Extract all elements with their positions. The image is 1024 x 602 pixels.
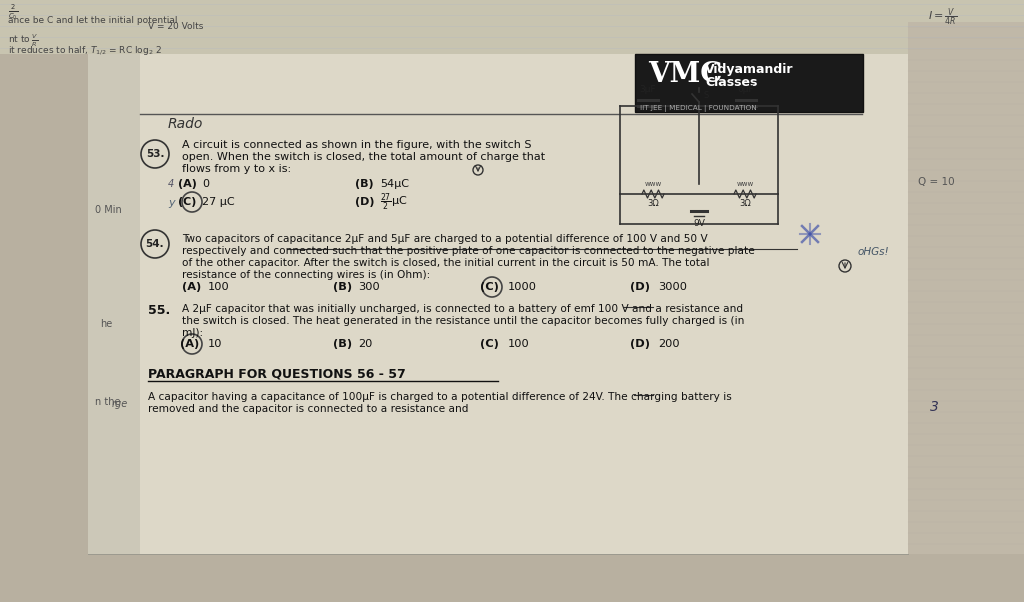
Text: $\frac{27}{2}$μC: $\frac{27}{2}$μC xyxy=(380,191,408,213)
Text: removed and the capacitor is connected to a resistance and: removed and the capacitor is connected t… xyxy=(148,404,469,414)
Text: Two capacitors of capacitance 2μF and 5μF are charged to a potential difference : Two capacitors of capacitance 2μF and 5μ… xyxy=(182,234,708,244)
Text: 100: 100 xyxy=(208,282,229,292)
Text: A circuit is connected as shown in the figure, with the switch S: A circuit is connected as shown in the f… xyxy=(182,140,531,150)
Text: Q = 10: Q = 10 xyxy=(918,177,954,187)
Text: open. When the switch is closed, the total amount of charge that: open. When the switch is closed, the tot… xyxy=(182,152,545,162)
Text: 6μF: 6μF xyxy=(737,85,755,95)
Text: 10: 10 xyxy=(208,339,222,349)
Text: S: S xyxy=(705,92,710,101)
Text: it reduces to half, $T_{1/2}$ = RC log$_2$ 2: it reduces to half, $T_{1/2}$ = RC log$_… xyxy=(8,44,162,57)
Text: IIT JEE | MEDICAL | FOUNDATION: IIT JEE | MEDICAL | FOUNDATION xyxy=(640,105,757,111)
Text: the switch is closed. The heat generated in the resistance until the capacitor b: the switch is closed. The heat generated… xyxy=(182,316,744,326)
Bar xyxy=(908,22,1024,554)
Text: 200: 200 xyxy=(658,339,680,349)
Text: 54μC: 54μC xyxy=(380,179,409,189)
Text: 55.: 55. xyxy=(148,303,170,317)
Bar xyxy=(0,0,1024,54)
Text: www: www xyxy=(736,181,754,187)
Text: Vidyamandir: Vidyamandir xyxy=(705,63,794,75)
Text: (A): (A) xyxy=(178,179,197,189)
Text: he: he xyxy=(100,319,113,329)
Text: mJ):: mJ): xyxy=(182,328,203,338)
Text: 3Ω: 3Ω xyxy=(647,199,658,208)
Text: (B): (B) xyxy=(333,282,352,292)
Text: 1000: 1000 xyxy=(508,282,537,292)
Text: 4: 4 xyxy=(168,179,174,189)
Text: (B): (B) xyxy=(355,179,374,189)
Text: (D): (D) xyxy=(630,282,650,292)
Text: ance be C and let the initial potential: ance be C and let the initial potential xyxy=(8,16,177,25)
Text: 27 μC: 27 μC xyxy=(202,197,234,207)
Text: (A): (A) xyxy=(182,282,202,292)
Text: VMC: VMC xyxy=(648,61,722,88)
Text: 3: 3 xyxy=(930,400,939,414)
Text: PARAGRAPH FOR QUESTIONS 56 - 57: PARAGRAPH FOR QUESTIONS 56 - 57 xyxy=(148,367,406,380)
Text: V = 20 Volts: V = 20 Volts xyxy=(148,22,204,31)
Text: n the: n the xyxy=(95,397,121,407)
Text: nt to $\frac{V}{R}$: nt to $\frac{V}{R}$ xyxy=(8,32,39,49)
Text: 20: 20 xyxy=(358,339,373,349)
Text: A 2μF capacitor that was initially uncharged, is connected to a battery of emf 1: A 2μF capacitor that was initially uncha… xyxy=(182,304,743,314)
Text: 53.: 53. xyxy=(145,149,164,159)
Text: www: www xyxy=(644,181,662,187)
Text: (C): (C) xyxy=(480,339,499,349)
Text: (B): (B) xyxy=(333,339,352,349)
Text: A capacitor having a capacitance of 100μF is charged to a potential difference o: A capacitor having a capacitance of 100μ… xyxy=(148,392,732,402)
Text: oHGs!: oHGs! xyxy=(858,247,890,257)
Text: 54.: 54. xyxy=(145,239,164,249)
Text: $I = \frac{V}{4R}$: $I = \frac{V}{4R}$ xyxy=(928,7,957,28)
Text: (D): (D) xyxy=(630,339,650,349)
Text: (C): (C) xyxy=(178,197,197,207)
Text: resistance of the connecting wires is (in Ohm):: resistance of the connecting wires is (i… xyxy=(182,270,430,280)
Text: 0 Min: 0 Min xyxy=(95,205,122,215)
Bar xyxy=(635,54,863,112)
Text: of the other capacitor. After the switch is closed, the initial current in the c: of the other capacitor. After the switch… xyxy=(182,258,710,268)
Text: 3μF: 3μF xyxy=(640,85,656,95)
Text: flows from y to x is:: flows from y to x is: xyxy=(182,164,291,174)
Text: 0: 0 xyxy=(202,179,209,189)
Text: respectively and connected such that the positive plate of one capacitor is conn: respectively and connected such that the… xyxy=(182,246,755,256)
Bar xyxy=(88,22,140,554)
Text: (A): (A) xyxy=(180,339,200,349)
Text: 300: 300 xyxy=(358,282,380,292)
Text: 3000: 3000 xyxy=(658,282,687,292)
Text: (D): (D) xyxy=(355,197,375,207)
Text: Classes: Classes xyxy=(705,76,758,90)
Text: rge: rge xyxy=(112,399,128,409)
Bar xyxy=(88,22,908,554)
Text: (C): (C) xyxy=(480,282,499,292)
Text: 100: 100 xyxy=(508,339,529,349)
Text: y: y xyxy=(168,198,175,208)
Text: Rado: Rado xyxy=(168,117,204,131)
Text: $\frac{2}{C_0}$: $\frac{2}{C_0}$ xyxy=(8,3,18,22)
Text: 9V: 9V xyxy=(693,220,705,229)
Text: 3Ω: 3Ω xyxy=(739,199,751,208)
